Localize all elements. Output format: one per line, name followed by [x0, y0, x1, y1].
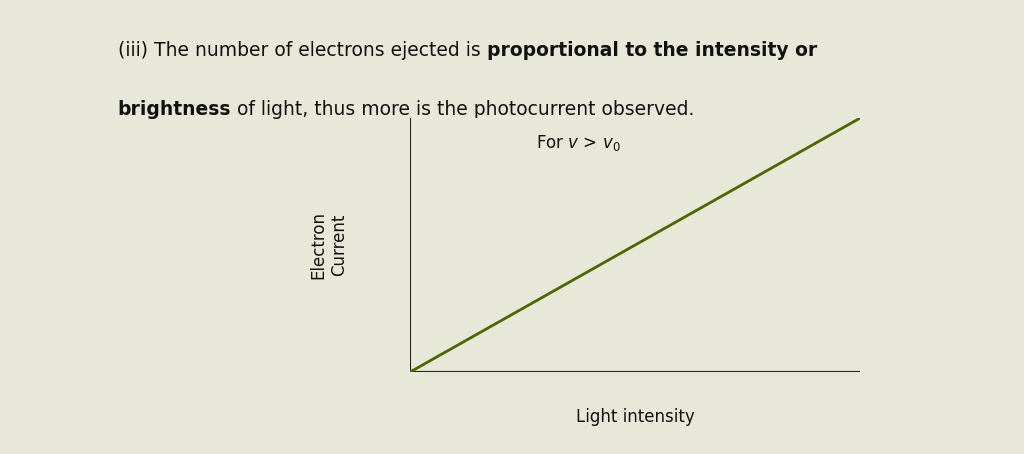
Text: proportional to the intensity or: proportional to the intensity or: [486, 41, 817, 60]
Text: For $v$ > $v_0$: For $v$ > $v_0$: [536, 133, 621, 153]
Text: Light intensity: Light intensity: [575, 408, 694, 426]
Text: (iii) The number of electrons ejected is: (iii) The number of electrons ejected is: [118, 41, 486, 60]
Text: Electron
Current: Electron Current: [309, 211, 348, 279]
Text: of light, thus more is the photocurrent observed.: of light, thus more is the photocurrent …: [231, 100, 694, 119]
Text: brightness: brightness: [118, 100, 231, 119]
